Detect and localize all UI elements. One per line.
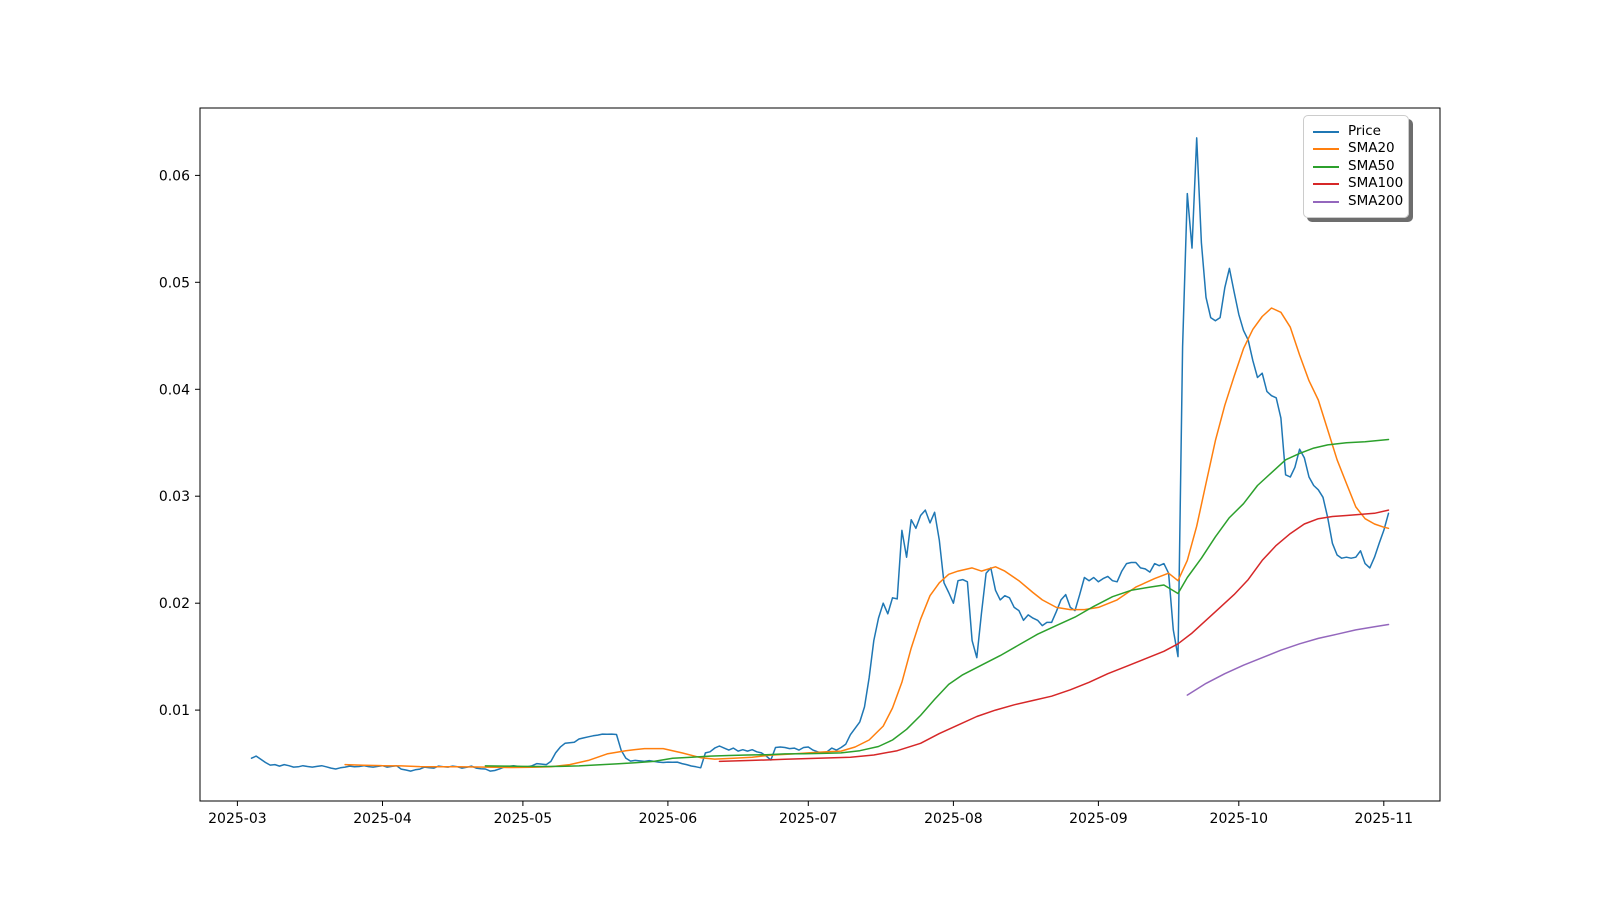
legend-item-sma100: SMA100 bbox=[1313, 177, 1403, 192]
legend-label: Price bbox=[1348, 122, 1381, 139]
plot-border bbox=[199, 107, 1441, 802]
x-tick-label: 2025-08 bbox=[924, 811, 983, 827]
y-tick-label: 0.06 bbox=[159, 168, 190, 184]
x-tick-label: 2025-05 bbox=[494, 811, 553, 827]
y-tick-label: 0.05 bbox=[159, 275, 190, 291]
legend-line-sample bbox=[1313, 200, 1339, 203]
legend-label: SMA20 bbox=[1348, 140, 1395, 157]
legend-item-sma50: SMA50 bbox=[1313, 159, 1399, 174]
y-tick-label: 0.01 bbox=[159, 703, 190, 719]
sma200-line bbox=[1186, 623, 1390, 696]
y-tick-label: 0.03 bbox=[159, 489, 190, 505]
legend-label: SMA100 bbox=[1348, 175, 1404, 192]
legend-line-sample bbox=[1313, 148, 1339, 150]
x-tick-label: 2025-11 bbox=[1355, 811, 1414, 827]
x-tick-label: 2025-09 bbox=[1069, 811, 1128, 827]
legend-line-sample bbox=[1313, 130, 1339, 133]
x-tick-label: 2025-10 bbox=[1210, 811, 1269, 827]
sma50-line bbox=[484, 438, 1390, 768]
legend-label: SMA50 bbox=[1348, 157, 1395, 174]
x-tick-label: 2025-07 bbox=[779, 811, 838, 827]
legend: Price SMA20 SMA50 SMA100 SMA200 bbox=[1303, 115, 1409, 218]
legend-item-price: Price bbox=[1313, 124, 1399, 139]
legend-line-sample bbox=[1313, 183, 1339, 185]
x-tick-label: 2025-03 bbox=[208, 811, 267, 827]
y-tick-label: 0.04 bbox=[159, 382, 190, 398]
y-tick-label: 0.02 bbox=[159, 596, 190, 612]
x-tick-label: 2025-06 bbox=[639, 811, 698, 827]
legend-label: SMA200 bbox=[1348, 192, 1404, 209]
legend-item-sma20: SMA20 bbox=[1313, 142, 1399, 157]
x-tick-label: 2025-04 bbox=[353, 811, 412, 827]
legend-item-sma200: SMA200 bbox=[1313, 194, 1403, 209]
sma100-line bbox=[718, 509, 1390, 763]
sma20-line bbox=[344, 307, 1390, 769]
legend-line-sample bbox=[1313, 165, 1339, 168]
price-line bbox=[250, 137, 1390, 772]
